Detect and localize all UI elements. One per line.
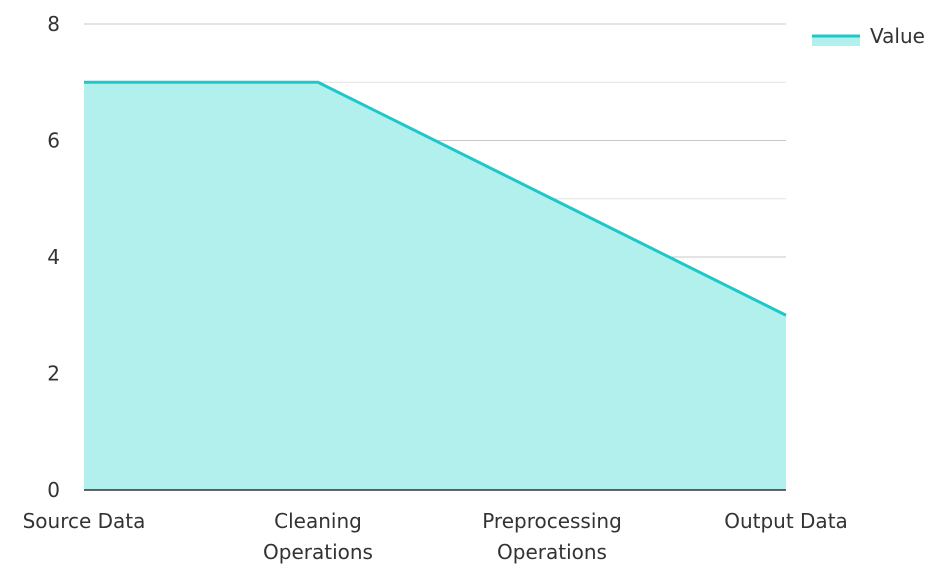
- series-area-fill: [84, 82, 786, 490]
- legend: Value: [812, 24, 925, 48]
- series-area-layer: [84, 82, 786, 490]
- y-tick-label: 6: [47, 129, 60, 153]
- x-tick-label: Source Data: [23, 509, 146, 533]
- y-tick-labels: 0 2 4 6 8: [47, 12, 60, 502]
- x-tick-label: Output Data: [724, 509, 848, 533]
- legend-label: Value: [870, 24, 925, 48]
- y-tick-label: 2: [47, 362, 60, 386]
- y-tick-label: 4: [47, 245, 60, 269]
- y-tick-label: 0: [47, 478, 60, 502]
- y-tick-label: 8: [47, 12, 60, 36]
